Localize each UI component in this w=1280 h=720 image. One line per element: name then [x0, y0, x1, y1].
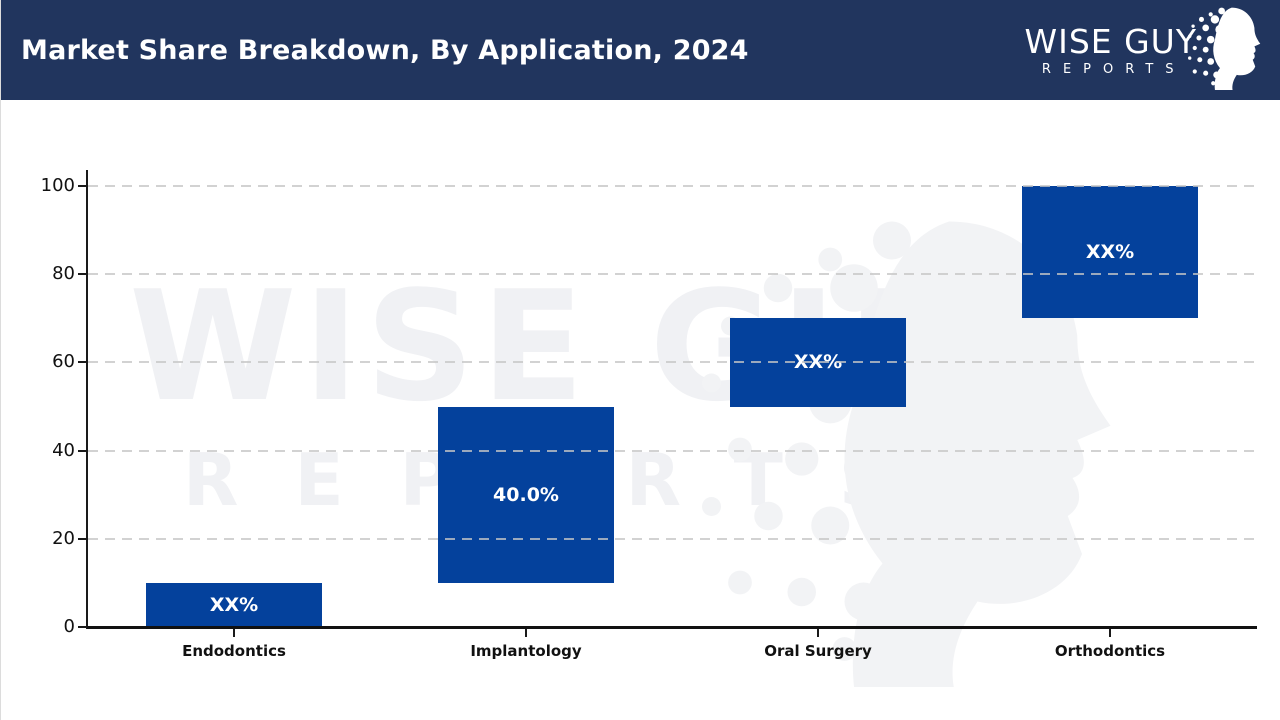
logo-name: WISE GUY	[1024, 21, 1197, 61]
category-label-endodontics: Endodontics	[182, 642, 286, 660]
logo-tagline: REPORTS	[1041, 61, 1186, 77]
bar-value-label: 40.0%	[493, 483, 559, 506]
gridline-60	[88, 361, 1256, 364]
category-label-orthodontics: Orthodontics	[1054, 642, 1166, 660]
y-tick-mark	[78, 185, 87, 187]
y-tick-mark	[78, 449, 87, 452]
logo-text: WISE GUY REPORTS	[1024, 25, 1197, 76]
wiseguy-head-icon	[1183, 4, 1267, 96]
y-tick-label-80: 80	[52, 263, 75, 285]
gridline-100	[88, 185, 1256, 187]
wiseguy-logo: WISE GUY REPORTS	[1024, 4, 1267, 96]
header-banner: Market Share Breakdown, By Application, …	[1, 0, 1280, 100]
y-tick-mark	[78, 273, 87, 276]
y-tick-mark	[78, 361, 87, 364]
y-tick-label-0: 0	[63, 616, 75, 637]
chart-title: Market Share Breakdown, By Application, …	[21, 34, 749, 66]
bar-value-label: XX%	[209, 593, 259, 616]
bar-orthodontics: XX%	[1022, 186, 1198, 319]
gridline-40	[88, 449, 1256, 452]
y-tick-label-40: 40	[52, 439, 75, 461]
y-tick-mark	[78, 626, 87, 628]
category-label-oral-surgery: Oral Surgery	[764, 642, 872, 660]
x-tick-mark	[817, 629, 819, 637]
y-tick-label-60: 60	[52, 351, 75, 373]
y-axis-line	[86, 170, 88, 629]
x-tick-mark	[233, 629, 235, 637]
x-tick-mark	[525, 629, 527, 637]
y-tick-mark	[78, 537, 87, 540]
gridline-20	[88, 537, 1256, 540]
bar-endodontics: XX%	[146, 582, 322, 627]
gridline-80	[88, 273, 1256, 276]
y-tick-label-100: 100	[40, 175, 75, 196]
bar-implantology: 40.0%	[438, 406, 614, 583]
x-tick-mark	[1109, 629, 1111, 637]
y-tick-label-20: 20	[52, 527, 75, 549]
category-label-implantology: Implantology	[470, 642, 582, 660]
plot-area: XX% 40.0% XX% XX%	[88, 185, 1256, 627]
bar-value-label: XX%	[1085, 241, 1135, 264]
x-axis-line	[87, 626, 1257, 629]
